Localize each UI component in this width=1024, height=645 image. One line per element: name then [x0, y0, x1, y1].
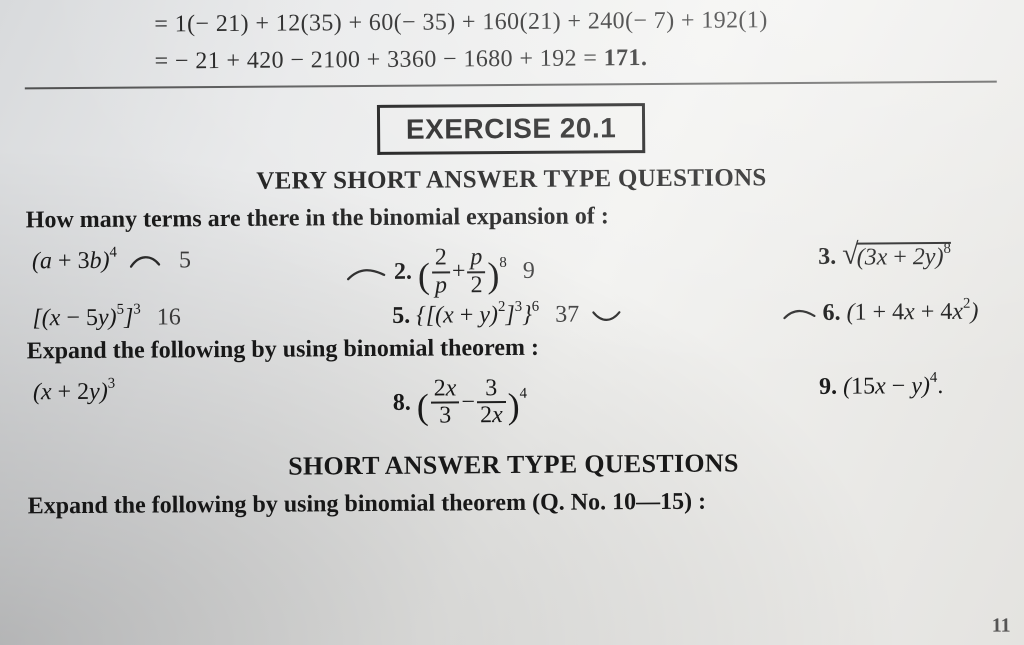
handwritten-answer: 16 — [157, 304, 181, 330]
q5: 5. {[(x + y)2]3}6 37 — [322, 300, 779, 330]
q6: 6. (1 + 4x + 4x2) — [778, 298, 1024, 327]
q7: (x + 2y)3 — [27, 377, 323, 431]
q2-expr: (2p+p2)8 — [418, 258, 513, 285]
calc-line-2: = − 21 + 420 − 2100 + 3360 − 1680 + 192 … — [154, 38, 996, 81]
q9-expr: (15x − y)4. — [843, 373, 943, 400]
q5-number: 5. — [392, 302, 410, 328]
calculation-block: = 1(− 21) + 12(35) + 60(− 35) + 160(21) … — [24, 1, 996, 82]
q8: 8. (2x3−32x)4 — [323, 374, 780, 430]
q5-expr: {[(x + y)2]3}6 — [416, 302, 539, 329]
exercise-heading-box: EXERCISE 20.1 — [377, 103, 646, 155]
q6-number: 6. — [822, 299, 840, 325]
handwritten-answer: 5 — [179, 248, 191, 274]
question-row-1: (a + 3b)4 5 2. (2p+p2)8 9 3. √(3x + 2y)8 — [26, 242, 998, 301]
q7-expr: (x + 2y)3 — [33, 379, 115, 406]
q4-expr: [(x − 5y)5]3 — [32, 304, 141, 331]
horizontal-rule — [25, 81, 997, 90]
q3-number: 3. — [818, 244, 836, 270]
q9: 9. (15x − y)4. — [779, 372, 1024, 427]
q2: 2. (2p+p2)8 9 — [322, 244, 779, 300]
q9-number: 9. — [819, 373, 837, 399]
q4: [(x − 5y)5]3 16 — [26, 303, 322, 332]
question-row-3: (x + 2y)3 8. (2x3−32x)4 9. (15x − y)4. — [27, 372, 999, 431]
q2-number: 2. — [394, 259, 412, 285]
handwritten-answer: 9 — [523, 258, 535, 284]
expand-prompt-2: Expand the following by using binomial t… — [28, 487, 1000, 521]
q3: 3. √(3x + 2y)8 — [778, 241, 1024, 296]
q8-expr: (2x3−32x)4 — [417, 389, 527, 416]
q3-expr: √(3x + 2y)8 — [842, 242, 951, 270]
pen-mark-icon — [591, 306, 621, 324]
calc-line-1: = 1(− 21) + 12(35) + 60(− 35) + 160(21) … — [154, 1, 996, 44]
section-heading-very-short: VERY SHORT ANSWER TYPE QUESTIONS — [25, 163, 997, 198]
question-row-2: [(x − 5y)5]3 16 5. {[(x + y)2]3}6 37 6. … — [26, 298, 998, 332]
section-heading-short: SHORT ANSWER TYPE QUESTIONS — [27, 447, 999, 484]
q1: (a + 3b)4 5 — [26, 247, 322, 301]
question-prompt-terms: How many terms are there in the binomial… — [26, 201, 998, 235]
pen-mark-icon — [346, 265, 386, 283]
q8-number: 8. — [393, 389, 411, 415]
expand-prompt-1: Expand the following by using binomial t… — [27, 331, 999, 365]
q6-expr: (1 + 4x + 4x2) — [846, 298, 978, 325]
q1-expr: (a + 3b)4 — [32, 248, 117, 275]
handwritten-answer: 37 — [555, 301, 579, 327]
page-corner-number: 11 — [992, 615, 1011, 638]
pen-mark-icon — [783, 306, 817, 322]
pen-mark-icon — [129, 252, 163, 272]
